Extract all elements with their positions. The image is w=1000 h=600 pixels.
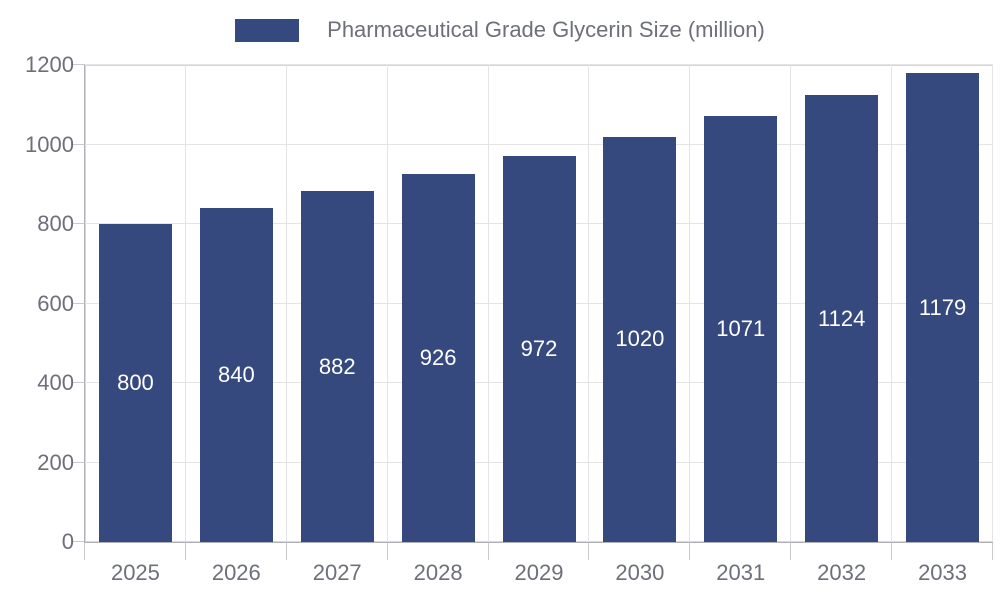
y-tick (73, 541, 85, 542)
y-tick (73, 302, 85, 304)
x-tick (992, 542, 993, 560)
gridline-v (891, 65, 893, 542)
x-axis-label: 2031 (716, 560, 766, 585)
y-tick (73, 382, 85, 383)
x-tick (84, 542, 85, 560)
y-tick (73, 143, 85, 145)
gridline-v (184, 65, 186, 542)
gridline-v (689, 65, 691, 542)
bar-value-label: 840 (217, 362, 255, 388)
x-tick (487, 542, 489, 560)
legend[interactable]: Pharmaceutical Grade Glycerin Size (mill… (0, 17, 1000, 43)
x-axis-line (84, 542, 993, 543)
bar[interactable] (603, 136, 677, 542)
gridline-h (85, 64, 993, 65)
gridline-h (85, 143, 993, 145)
legend-label: Pharmaceutical Grade Glycerin Size (mill… (327, 17, 765, 42)
x-tick (790, 542, 792, 560)
x-axis-label: 2028 (413, 560, 463, 585)
y-axis-label: 800 (37, 211, 74, 236)
bar-value-label: 926 (419, 344, 457, 370)
bar[interactable] (805, 95, 879, 542)
y-tick (73, 64, 85, 65)
bar[interactable] (502, 155, 576, 542)
y-axis-label: 1000 (25, 131, 74, 157)
x-tick (184, 542, 186, 560)
bar[interactable] (704, 116, 778, 542)
gridline-v (790, 65, 792, 542)
bar-value-label: 1020 (615, 326, 665, 352)
bar-value-label: 1179 (918, 294, 967, 320)
bar[interactable] (300, 191, 374, 542)
bar[interactable] (98, 224, 172, 542)
x-tick (285, 542, 287, 560)
x-axis-label: 2025 (110, 560, 160, 585)
x-axis-label: 2029 (514, 560, 564, 585)
x-axis-label: 2033 (918, 560, 968, 585)
bar[interactable] (199, 208, 273, 542)
y-tick (73, 461, 85, 463)
y-tick (73, 223, 85, 224)
gridline-v (992, 65, 993, 542)
bar-value-label: 800 (117, 370, 154, 395)
x-axis-label: 2026 (211, 560, 261, 585)
bar[interactable] (401, 173, 475, 542)
x-tick (588, 542, 590, 560)
bar-value-label: 1071 (716, 316, 766, 342)
y-axis-label: 1200 (25, 52, 74, 77)
x-axis-label: 2032 (817, 560, 867, 585)
y-axis-label: 0 (61, 529, 74, 554)
bar-value-label: 882 (318, 353, 356, 379)
gridline-v (285, 65, 287, 542)
legend-swatch (235, 18, 300, 42)
x-tick (891, 542, 893, 560)
x-axis-label: 2030 (615, 560, 665, 585)
x-tick (689, 542, 691, 560)
bar-value-label: 972 (520, 335, 558, 361)
gridline-v (487, 65, 489, 542)
x-tick (386, 542, 388, 560)
y-axis-label: 600 (37, 290, 74, 316)
gridline-v (588, 65, 590, 542)
y-axis-label: 400 (37, 370, 74, 395)
y-axis-label: 200 (37, 449, 74, 475)
y-axis-line (84, 65, 85, 543)
bar-value-label: 1124 (818, 305, 866, 331)
bar[interactable] (906, 73, 980, 542)
x-axis-label: 2027 (312, 560, 362, 585)
gridline-v (386, 65, 388, 542)
